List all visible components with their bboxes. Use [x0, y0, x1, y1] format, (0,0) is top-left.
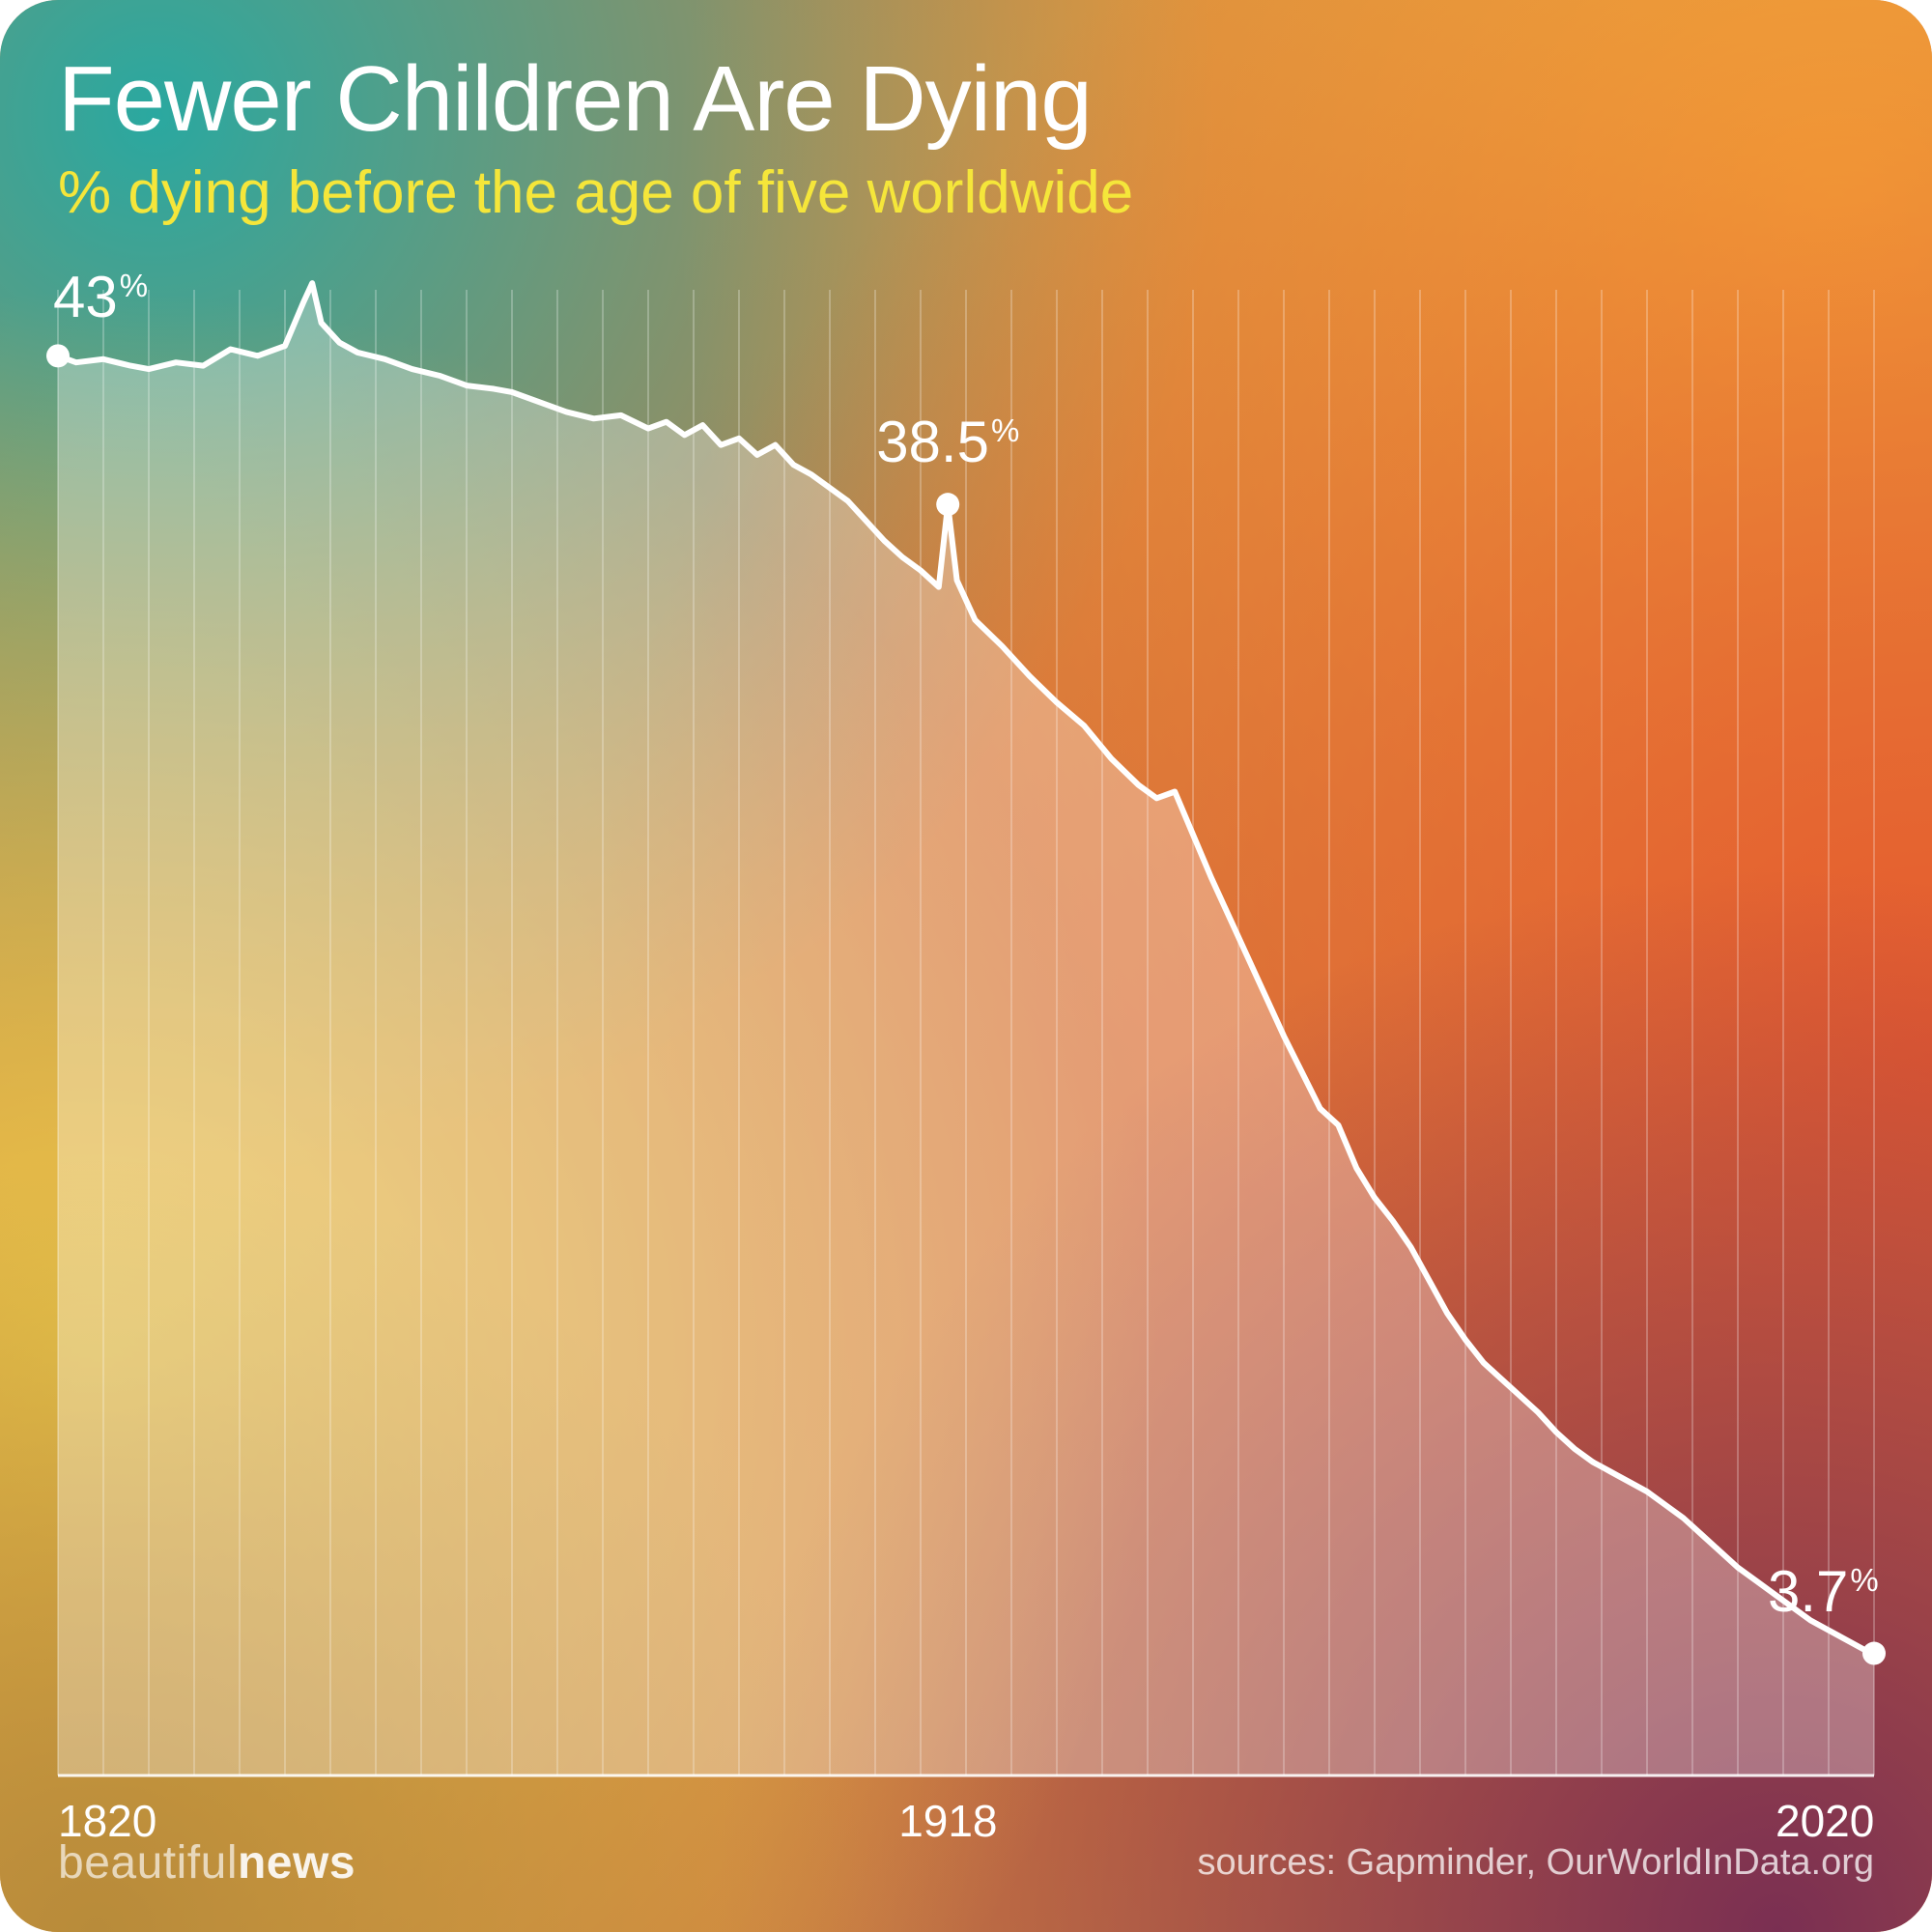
- callout-percent: %: [991, 412, 1019, 448]
- x-tick-label: 2020: [1776, 1795, 1874, 1847]
- brand-logo: beautifulnews: [58, 1836, 355, 1889]
- sources-text: sources: Gapminder, OurWorldInData.org: [1198, 1842, 1875, 1884]
- callout-percent: %: [1850, 1562, 1878, 1598]
- callout-percent: %: [120, 268, 148, 303]
- x-tick-label: 1918: [898, 1795, 997, 1847]
- callout-value: 43: [53, 265, 118, 329]
- background-gradient: [0, 0, 1932, 1932]
- brand-bold: news: [238, 1837, 355, 1889]
- callout-label: 3.7%: [1768, 1558, 1879, 1625]
- chart-subtitle: % dying before the age of five worldwide: [58, 158, 1133, 227]
- brand-prefix: beautiful: [58, 1837, 238, 1889]
- callout-value: 3.7: [1768, 1559, 1848, 1624]
- infographic-card: Fewer Children Are Dying % dying before …: [0, 0, 1932, 1932]
- chart-title: Fewer Children Are Dying: [58, 46, 1092, 153]
- callout-label: 43%: [53, 264, 148, 330]
- callout-value: 38.5: [876, 410, 989, 474]
- callout-label: 38.5%: [876, 409, 1019, 475]
